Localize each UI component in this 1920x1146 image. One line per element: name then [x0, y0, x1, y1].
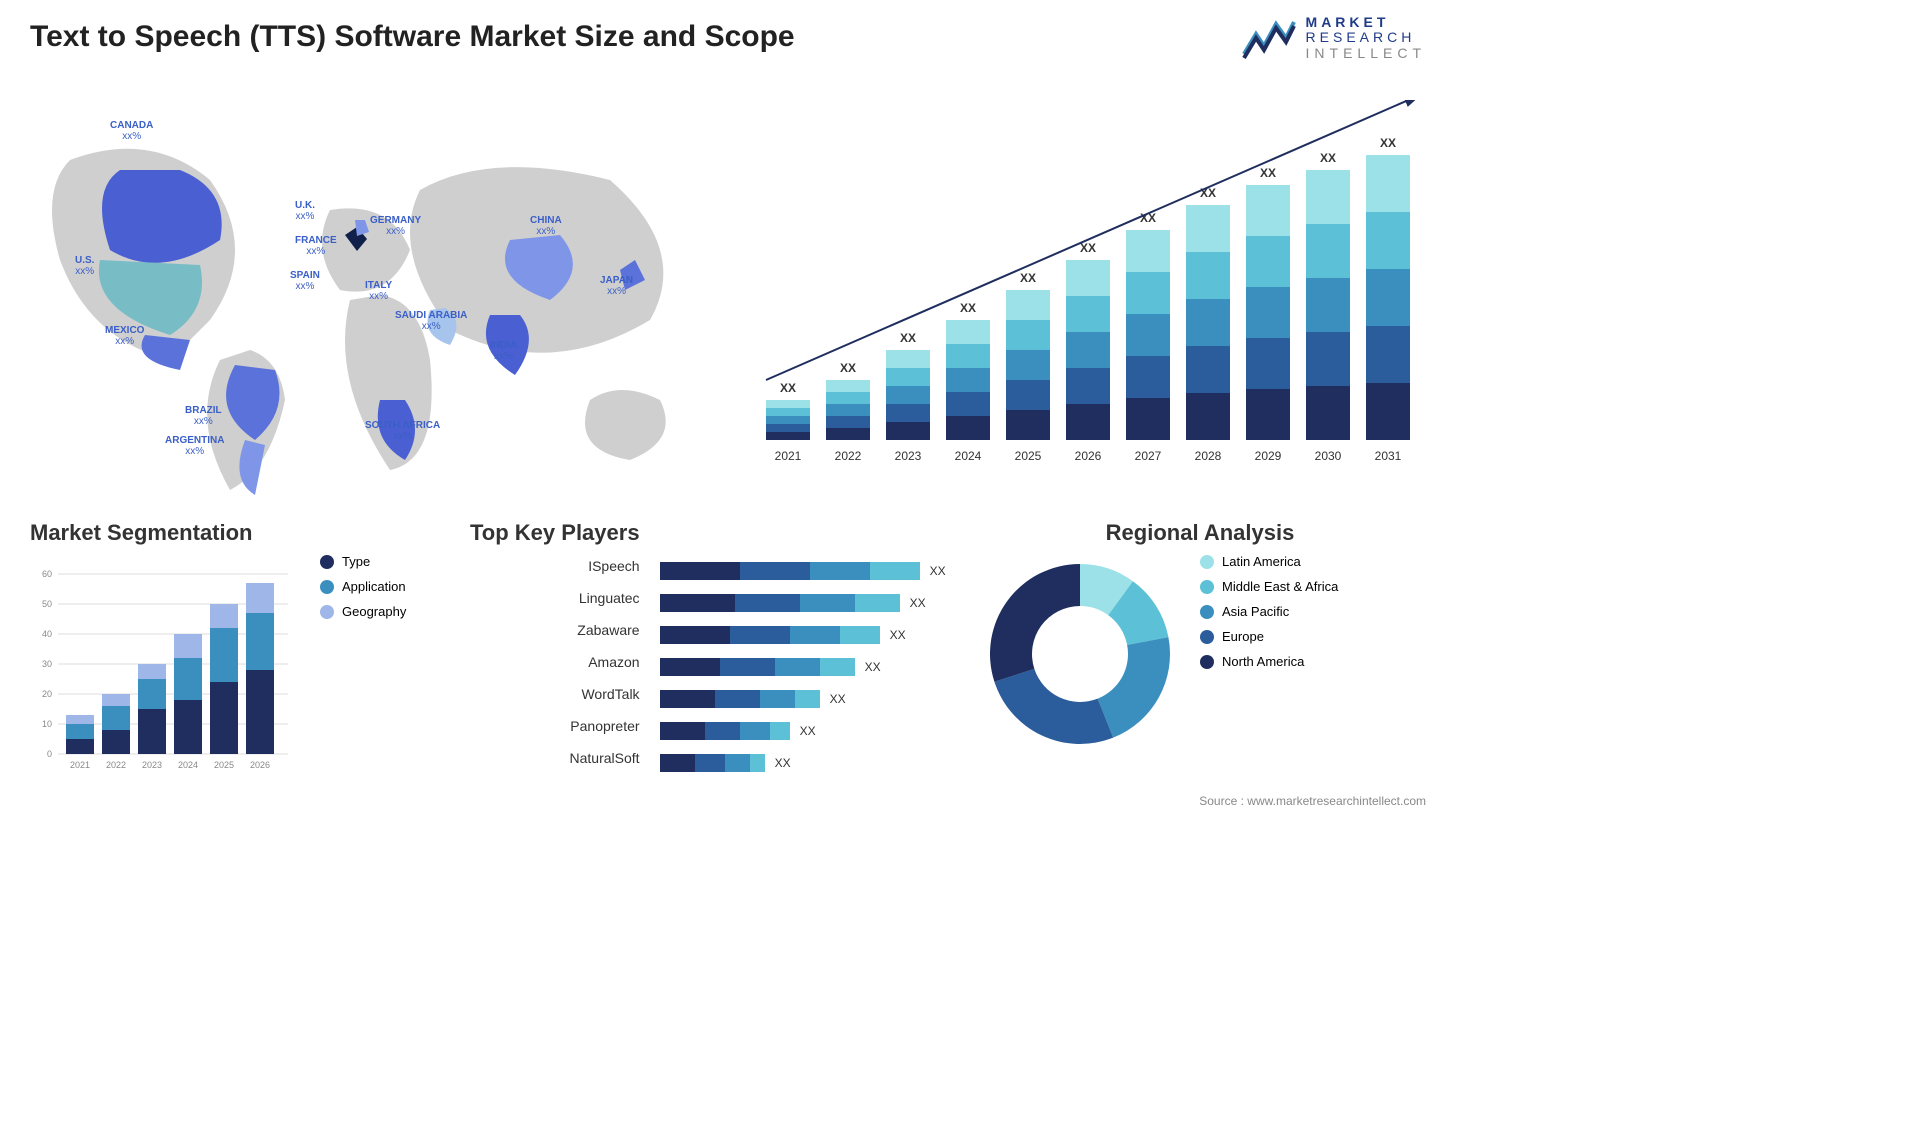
legend-item: Middle East & Africa [1200, 579, 1338, 594]
map-label: FRANCExx% [295, 235, 337, 257]
key-player-name: ISpeech [470, 558, 640, 580]
svg-text:XX: XX [1320, 151, 1336, 165]
key-player-bar: XX [660, 688, 960, 710]
logo-text-1: MARKET [1306, 15, 1426, 30]
svg-text:XX: XX [780, 381, 796, 395]
svg-text:2023: 2023 [142, 760, 162, 770]
svg-text:2027: 2027 [1135, 449, 1162, 463]
svg-text:2024: 2024 [178, 760, 198, 770]
key-players-title: Top Key Players [470, 520, 640, 546]
key-player-name: Linguatec [470, 590, 640, 612]
segmentation-legend: Type Application Geography [320, 554, 406, 619]
key-player-bar: XX [660, 752, 960, 774]
segmentation-section: Market Segmentation 0 10 20 30 40 50 60 2021 202… [30, 520, 460, 790]
legend-item: Application [320, 579, 406, 594]
key-players-section: Top Key Players ISpeech Linguatec Zabaware… [470, 520, 960, 790]
map-label: GERMANYxx% [370, 215, 421, 237]
svg-text:2021: 2021 [70, 760, 90, 770]
segmentation-title: Market Segmentation [30, 520, 460, 546]
svg-text:10: 10 [42, 719, 52, 729]
key-player-name: Panopreter [470, 718, 640, 740]
svg-text:XX: XX [1260, 166, 1276, 180]
svg-text:2021: 2021 [775, 449, 802, 463]
regional-legend: Latin America Middle East & Africa Asia Pa… [1200, 554, 1338, 669]
svg-text:30: 30 [42, 659, 52, 669]
world-map: CANADAxx% U.S.xx% MEXICOxx% BRAZILxx% ARGENT… [30, 100, 710, 500]
map-label: JAPANxx% [600, 275, 633, 297]
map-label: INDIAxx% [490, 340, 517, 362]
legend-item: Europe [1200, 629, 1338, 644]
svg-text:XX: XX [960, 301, 976, 315]
key-player-bar: XX [660, 720, 960, 742]
map-label: ARGENTINAxx% [165, 435, 224, 457]
key-player-bar: XX [660, 560, 960, 582]
map-label: ITALYxx% [365, 280, 392, 302]
svg-text:2030: 2030 [1315, 449, 1342, 463]
svg-text:2025: 2025 [1015, 449, 1042, 463]
map-label: U.K.xx% [295, 200, 315, 222]
legend-item: Asia Pacific [1200, 604, 1338, 619]
map-label: SAUDI ARABIAxx% [395, 310, 467, 332]
svg-text:60: 60 [42, 569, 52, 579]
legend-item: Type [320, 554, 406, 569]
map-label: SOUTH AFRICAxx% [365, 420, 440, 442]
svg-text:2026: 2026 [250, 760, 270, 770]
key-player-name: Amazon [470, 654, 640, 676]
svg-text:40: 40 [42, 629, 52, 639]
key-player-name: NaturalSoft [470, 750, 640, 772]
map-label: BRAZILxx% [185, 405, 222, 427]
svg-text:2023: 2023 [895, 449, 922, 463]
main-trend-chart: XX 2021 XX 2022 XX 2023 XX 2024 XX 2025 XX 2026 XX 20… [746, 100, 1426, 480]
svg-text:XX: XX [1380, 136, 1396, 150]
map-label: U.S.xx% [75, 255, 94, 277]
key-player-bar: XX [660, 592, 960, 614]
svg-text:50: 50 [42, 599, 52, 609]
map-label: SPAINxx% [290, 270, 320, 292]
map-label: MEXICOxx% [105, 325, 144, 347]
regional-section: Regional Analysis Latin America Middle Ea… [980, 520, 1420, 790]
logo-icon [1242, 16, 1296, 60]
regional-title: Regional Analysis [980, 520, 1420, 546]
svg-text:2029: 2029 [1255, 449, 1282, 463]
map-label: CANADAxx% [110, 120, 153, 142]
svg-text:2031: 2031 [1375, 449, 1402, 463]
legend-item: Geography [320, 604, 406, 619]
svg-text:XX: XX [840, 361, 856, 375]
svg-text:2028: 2028 [1195, 449, 1222, 463]
svg-text:2022: 2022 [835, 449, 862, 463]
key-player-name: WordTalk [470, 686, 640, 708]
svg-text:20: 20 [42, 689, 52, 699]
logo-text-3: INTELLECT [1306, 46, 1426, 61]
legend-item: Latin America [1200, 554, 1338, 569]
svg-text:XX: XX [1020, 271, 1036, 285]
svg-text:2022: 2022 [106, 760, 126, 770]
key-player-bar: XX [660, 656, 960, 678]
svg-text:0: 0 [47, 749, 52, 759]
legend-item: North America [1200, 654, 1338, 669]
logo-text-2: RESEARCH [1306, 30, 1426, 45]
page-title: Text to Speech (TTS) Software Market Siz… [30, 20, 795, 54]
svg-text:XX: XX [900, 331, 916, 345]
svg-text:2024: 2024 [955, 449, 982, 463]
key-player-bar: XX [660, 624, 960, 646]
logo: MARKET RESEARCH INTELLECT [1242, 15, 1426, 61]
key-player-name: Zabaware [470, 622, 640, 644]
svg-text:2025: 2025 [214, 760, 234, 770]
map-label: CHINAxx% [530, 215, 562, 237]
source-text: Source : www.marketresearchintellect.com [1199, 794, 1426, 808]
svg-text:2026: 2026 [1075, 449, 1102, 463]
